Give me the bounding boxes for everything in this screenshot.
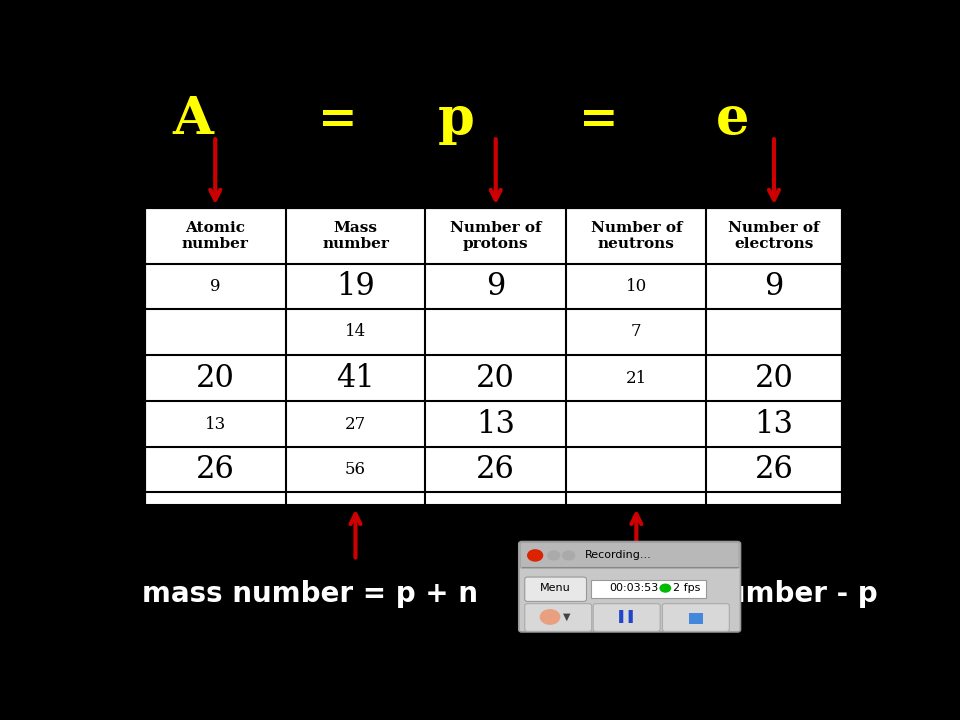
Text: A: A [173,94,213,145]
Text: Number of
electrons: Number of electrons [729,221,820,251]
Text: 9: 9 [764,271,783,302]
Text: 00:03:53: 00:03:53 [610,583,659,593]
Circle shape [528,550,542,561]
Circle shape [540,610,560,624]
FancyBboxPatch shape [518,541,740,632]
Text: 20: 20 [476,362,516,394]
Text: 21: 21 [626,369,647,387]
Circle shape [660,584,670,592]
Text: 13: 13 [755,408,794,439]
Text: Recording...: Recording... [585,550,652,560]
FancyBboxPatch shape [520,543,739,568]
Text: mass number = p + n: mass number = p + n [142,580,478,608]
Text: Mass
number: Mass number [322,221,389,251]
Circle shape [563,551,575,560]
Text: 10: 10 [626,278,647,295]
Text: ❚❚: ❚❚ [616,611,637,624]
Text: 9: 9 [486,271,505,302]
Text: 20: 20 [755,362,793,394]
Bar [689,613,703,624]
Text: =: = [579,96,618,143]
Text: 13: 13 [476,408,516,439]
Text: Atomic
number: Atomic number [181,221,249,251]
Text: 9: 9 [210,278,221,295]
Text: ▼: ▼ [563,612,570,622]
Text: Menu: Menu [540,583,570,593]
Text: 27: 27 [345,415,366,433]
FancyBboxPatch shape [662,603,730,631]
Text: Number of
protons: Number of protons [450,221,541,251]
Text: 20: 20 [196,362,234,394]
Text: 2 fps: 2 fps [673,583,700,593]
Text: s number - p: s number - p [680,580,877,608]
Bar [591,580,707,598]
Text: 7: 7 [631,323,641,341]
FancyBboxPatch shape [525,603,591,631]
Text: 19: 19 [336,271,374,302]
Text: p: p [438,94,475,145]
Text: 26: 26 [196,454,234,485]
Text: 13: 13 [204,415,226,433]
Text: 26: 26 [755,454,793,485]
Bar [145,208,842,505]
Text: 14: 14 [345,323,366,341]
Text: 41: 41 [336,362,374,394]
FancyBboxPatch shape [525,577,587,601]
Text: Number of
neutrons: Number of neutrons [590,221,683,251]
Circle shape [548,551,560,560]
Text: =: = [318,96,358,143]
Text: e: e [715,94,749,145]
Text: 26: 26 [476,454,516,485]
Text: 56: 56 [345,461,366,478]
FancyBboxPatch shape [593,603,660,631]
